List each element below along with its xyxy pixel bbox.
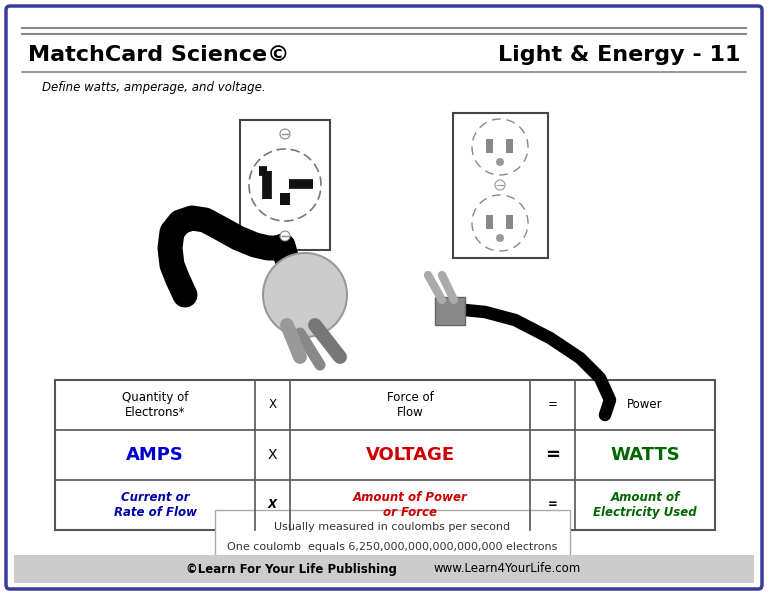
Circle shape xyxy=(496,158,504,166)
Text: Power: Power xyxy=(627,399,663,412)
Text: Quantity of
Electrons*: Quantity of Electrons* xyxy=(122,391,188,419)
Text: Amount of
Electricity Used: Amount of Electricity Used xyxy=(593,491,697,519)
Bar xyxy=(486,215,493,229)
Text: Force of
Flow: Force of Flow xyxy=(386,391,433,419)
Text: WATTS: WATTS xyxy=(610,446,680,464)
Text: AMPS: AMPS xyxy=(126,446,184,464)
Circle shape xyxy=(280,231,290,241)
Bar xyxy=(14,555,754,583)
Text: =: = xyxy=(548,399,558,412)
Text: X: X xyxy=(269,399,276,412)
Circle shape xyxy=(263,253,347,337)
Bar xyxy=(215,510,570,565)
Text: =: = xyxy=(548,499,558,512)
Text: VOLTAGE: VOLTAGE xyxy=(366,446,455,464)
Text: One coulomb  equals 6,250,000,000,000,000,000 electrons: One coulomb equals 6,250,000,000,000,000… xyxy=(227,542,558,552)
Bar xyxy=(55,380,715,530)
Text: Amount of Power
or Force: Amount of Power or Force xyxy=(353,491,468,519)
Bar xyxy=(506,139,513,153)
Text: ©Learn For Your Life Publishing: ©Learn For Your Life Publishing xyxy=(187,562,397,575)
FancyBboxPatch shape xyxy=(6,6,762,589)
Text: Define watts, amperage, and voltage.: Define watts, amperage, and voltage. xyxy=(42,82,266,95)
Bar xyxy=(280,193,290,205)
Circle shape xyxy=(280,129,290,139)
Text: Current or
Rate of Flow: Current or Rate of Flow xyxy=(114,491,197,519)
Bar xyxy=(486,139,493,153)
Circle shape xyxy=(496,234,504,242)
Text: Light & Energy - 11: Light & Energy - 11 xyxy=(498,45,740,65)
Text: =: = xyxy=(545,446,560,464)
Circle shape xyxy=(495,180,505,190)
Text: X: X xyxy=(268,448,277,462)
Text: www.Learn4YourLife.com: www.Learn4YourLife.com xyxy=(433,562,581,575)
Bar xyxy=(452,112,548,258)
Text: Usually measured in coulombs per second: Usually measured in coulombs per second xyxy=(274,522,511,532)
Text: X: X xyxy=(268,499,277,512)
Text: MatchCard Science©: MatchCard Science© xyxy=(28,45,290,65)
Bar xyxy=(506,215,513,229)
Bar xyxy=(435,297,465,325)
Bar xyxy=(240,120,330,250)
